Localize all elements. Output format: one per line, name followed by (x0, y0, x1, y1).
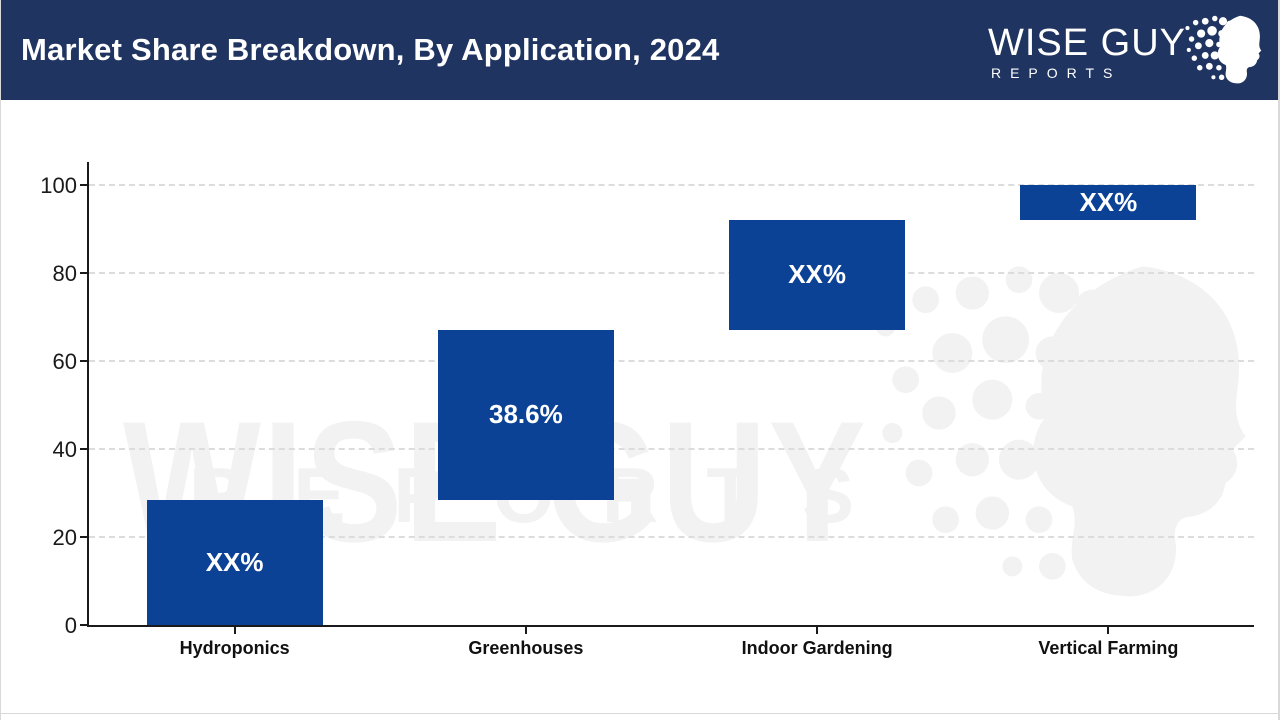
plot-area: XX% 38.6% XX% XX% (89, 162, 1254, 625)
y-tick-mark (80, 360, 87, 362)
bar-hydroponics: XX% (146, 499, 323, 625)
y-tick-label: 40 (52, 437, 77, 462)
bar-value-label: 38.6% (489, 399, 563, 430)
y-tick-mark (80, 448, 87, 450)
x-tick-mark (1107, 627, 1110, 634)
y-tick-label: 80 (52, 261, 77, 286)
bar-indoor-gardening: XX% (729, 220, 906, 330)
logo-face-icon (1185, 15, 1262, 84)
x-axis-line (87, 625, 1254, 627)
y-tick-mark (80, 624, 87, 626)
chart-title: Market Share Breakdown, By Application, … (21, 32, 720, 67)
y-axis-line (87, 162, 89, 625)
bar-vertical-farming: XX% (1020, 185, 1197, 221)
y-tick-mark (80, 272, 87, 274)
wiseguy-logo: WISE GUY REPORTS (988, 9, 1264, 95)
x-category-label: Vertical Farming (1038, 638, 1179, 658)
bar-value-label: XX% (205, 546, 264, 577)
watermark-face-icon (875, 266, 1246, 597)
bar-greenhouses: 38.6% (437, 329, 614, 500)
gridline (89, 536, 1254, 538)
x-category-label: Greenhouses (468, 638, 584, 658)
gridline (89, 184, 1254, 186)
x-tick-mark (233, 627, 236, 634)
x-tick-mark (816, 627, 819, 634)
y-tick-mark (80, 184, 87, 186)
bar-value-label: XX% (1079, 187, 1138, 218)
header-bar: Market Share Breakdown, By Application, … (1, 0, 1278, 100)
x-tick-mark (524, 627, 527, 634)
x-category-label: Hydroponics (179, 638, 290, 658)
bottom-frame-line (1, 713, 1278, 714)
y-tick-mark (80, 536, 87, 538)
gridline (89, 360, 1254, 362)
y-tick-label: 20 (52, 525, 77, 550)
logo-brand-text: WISE GUY (987, 21, 1186, 64)
logo-sub-text: REPORTS (990, 64, 1122, 81)
bar-value-label: XX% (788, 259, 847, 290)
y-tick-label: 60 (52, 349, 77, 374)
y-tick-label: 100 (40, 173, 77, 198)
y-tick-label: 0 (64, 613, 77, 638)
chart-canvas: WISE GUY REPORTS XX%38.6%XX%XX% 02040608… (1, 100, 1278, 714)
gridline (89, 272, 1254, 274)
x-category-label: Indoor Gardening (741, 638, 893, 658)
gridline (89, 448, 1254, 450)
